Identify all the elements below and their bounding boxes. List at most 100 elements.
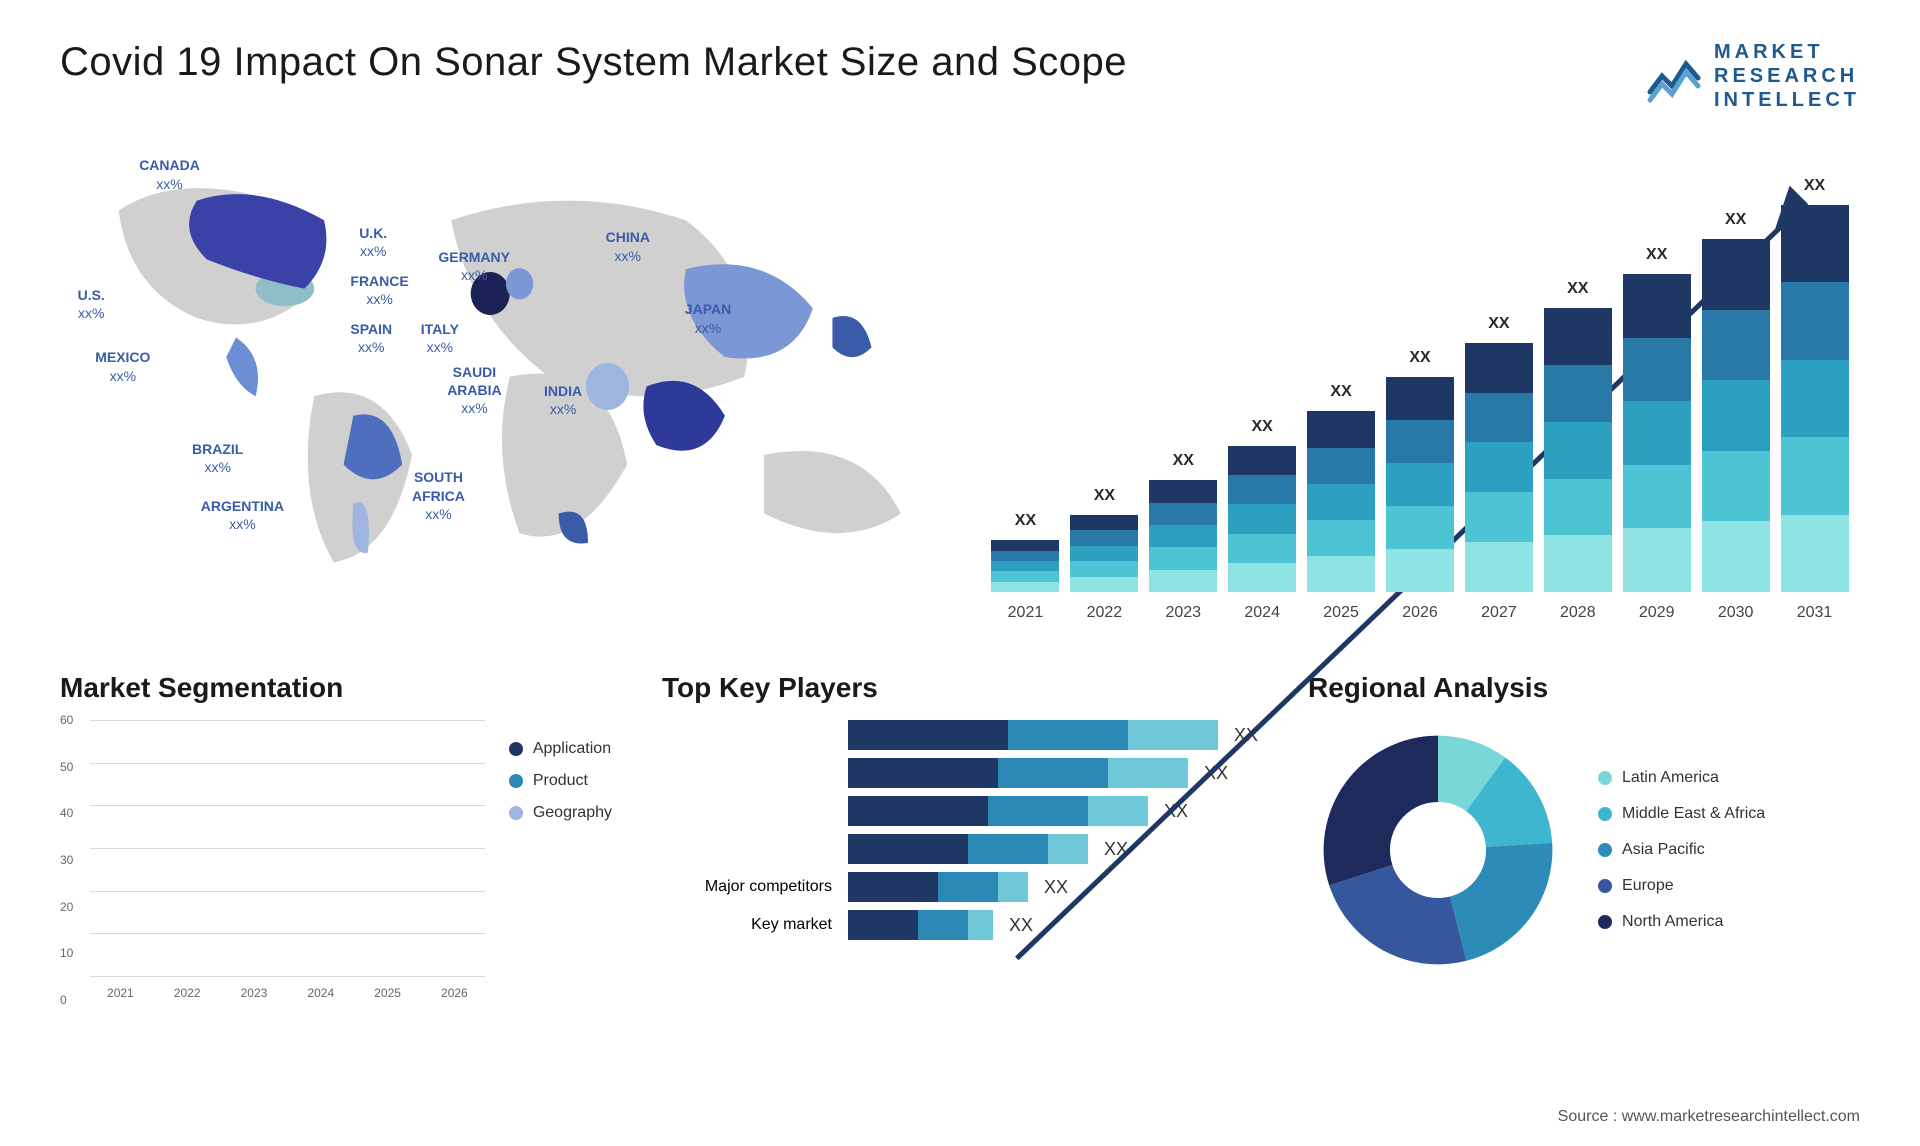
country-label: U.K.xx% — [359, 224, 387, 260]
x-axis-label: 2022 — [1070, 604, 1138, 622]
world-map: CANADAxx%U.S.xx%MEXICOxx%BRAZILxx%ARGENT… — [60, 142, 940, 622]
legend-item: Application — [509, 740, 612, 758]
regional-donut — [1308, 720, 1568, 980]
players-chart: XX XX XX XX Major competitors XX Key market XX — [662, 720, 1258, 940]
donut-segment — [1324, 736, 1438, 886]
y-axis-label: 10 — [60, 946, 73, 960]
x-axis-label: 2030 — [1702, 604, 1770, 622]
y-axis-label: 50 — [60, 760, 73, 774]
player-row: Key market XX — [662, 910, 1258, 940]
y-axis-label: 0 — [60, 993, 67, 1007]
bar-value-label: XX — [1015, 512, 1036, 530]
country-label: FRANCExx% — [350, 272, 408, 308]
player-row: XX — [662, 834, 1258, 864]
players-panel: Top Key Players XXXXXXXXMajor competitor… — [662, 672, 1258, 1000]
players-title: Top Key Players — [662, 672, 1258, 704]
page-title: Covid 19 Impact On Sonar System Market S… — [60, 40, 1127, 85]
segmentation-panel: Market Segmentation 20212022202320242025… — [60, 672, 612, 1000]
x-axis-label: 2023 — [233, 986, 275, 1000]
bar-value-label: XX — [1173, 452, 1194, 470]
legend-item: Middle East & Africa — [1598, 805, 1765, 823]
legend-item: North America — [1598, 913, 1765, 931]
regional-legend: Latin America Middle East & Africa Asia Pa… — [1598, 769, 1765, 931]
country-label: CANADAxx% — [139, 156, 200, 192]
country-label: CHINAxx% — [606, 228, 650, 264]
player-value-label: XX — [1044, 877, 1068, 898]
country-label: SOUTHAFRICAxx% — [412, 468, 465, 523]
legend-item: Asia Pacific — [1598, 841, 1765, 859]
x-axis-label: 2021 — [991, 604, 1059, 622]
legend-item: Geography — [509, 804, 612, 822]
player-category-label: Major competitors — [662, 878, 832, 896]
logo-text-3: INTELLECT — [1714, 88, 1860, 112]
player-row: XX — [662, 720, 1258, 750]
y-axis-label: 40 — [60, 806, 73, 820]
segmentation-legend: Application Product Geography — [509, 720, 612, 822]
country-label: INDIAxx% — [544, 382, 582, 418]
forecast-bar: XX — [1465, 343, 1533, 592]
player-value-label: XX — [1204, 763, 1228, 784]
forecast-bar: XX — [1070, 515, 1138, 592]
player-row: XX — [662, 796, 1258, 826]
x-axis-label: 2028 — [1544, 604, 1612, 622]
regional-panel: Regional Analysis Latin AmericaMiddle Ea… — [1308, 672, 1860, 1000]
bar-value-label: XX — [1488, 315, 1509, 333]
x-axis-label: 2025 — [367, 986, 409, 1000]
logo-text-2: RESEARCH — [1714, 64, 1860, 88]
legend-item: Europe — [1598, 877, 1765, 895]
forecast-bar: XX — [1149, 480, 1217, 592]
segmentation-chart: 202120222023202420252026 0102030405060 — [60, 720, 485, 1000]
forecast-bar: XX — [1386, 377, 1454, 592]
x-axis-label: 2025 — [1307, 604, 1375, 622]
player-value-label: XX — [1234, 725, 1258, 746]
bar-value-label: XX — [1725, 211, 1746, 229]
country-label: SPAINxx% — [350, 320, 392, 356]
player-value-label: XX — [1009, 915, 1033, 936]
bar-value-label: XX — [1804, 177, 1825, 195]
forecast-bar: XX — [1702, 239, 1770, 592]
logo-text-1: MARKET — [1714, 40, 1860, 64]
bar-value-label: XX — [1567, 280, 1588, 298]
player-value-label: XX — [1104, 839, 1128, 860]
forecast-bar: XX — [1623, 274, 1691, 592]
bar-value-label: XX — [1646, 246, 1667, 264]
brand-logo: MARKET RESEARCH INTELLECT — [1646, 40, 1860, 112]
country-label: ARGENTINAxx% — [201, 497, 284, 533]
x-axis-label: 2026 — [433, 986, 475, 1000]
y-axis-label: 60 — [60, 713, 73, 727]
x-axis-label: 2029 — [1623, 604, 1691, 622]
x-axis-label: 2023 — [1149, 604, 1217, 622]
logo-icon — [1646, 48, 1702, 104]
forecast-bar: XX — [1228, 446, 1296, 592]
bar-value-label: XX — [1094, 487, 1115, 505]
player-row: XX — [662, 758, 1258, 788]
bar-value-label: XX — [1330, 383, 1351, 401]
forecast-bar: XX — [1307, 411, 1375, 592]
forecast-bar: XX — [1781, 205, 1849, 592]
forecast-bar: XX — [1544, 308, 1612, 592]
x-axis-label: 2031 — [1781, 604, 1849, 622]
legend-item: Product — [509, 772, 612, 790]
source-attribution: Source : www.marketresearchintellect.com — [1558, 1108, 1860, 1126]
country-label: GERMANYxx% — [438, 248, 510, 284]
market-size-chart: XXXXXXXXXXXXXXXXXXXXXX 20212022202320242… — [980, 142, 1860, 622]
bar-value-label: XX — [1252, 418, 1273, 436]
x-axis-label: 2024 — [300, 986, 342, 1000]
donut-segment — [1450, 843, 1552, 961]
y-axis-label: 30 — [60, 853, 73, 867]
player-row: Major competitors XX — [662, 872, 1258, 902]
x-axis-label: 2021 — [99, 986, 141, 1000]
bar-value-label: XX — [1409, 349, 1430, 367]
country-label: SAUDIARABIAxx% — [447, 363, 501, 418]
country-label: ITALYxx% — [421, 320, 459, 356]
country-label: BRAZILxx% — [192, 440, 243, 476]
legend-item: Latin America — [1598, 769, 1765, 787]
forecast-bar: XX — [991, 540, 1059, 592]
player-value-label: XX — [1164, 801, 1188, 822]
x-axis-label: 2027 — [1465, 604, 1533, 622]
x-axis-label: 2024 — [1228, 604, 1296, 622]
y-axis-label: 20 — [60, 900, 73, 914]
country-label: U.S.xx% — [78, 286, 105, 322]
player-category-label: Key market — [662, 916, 832, 934]
x-axis-label: 2026 — [1386, 604, 1454, 622]
